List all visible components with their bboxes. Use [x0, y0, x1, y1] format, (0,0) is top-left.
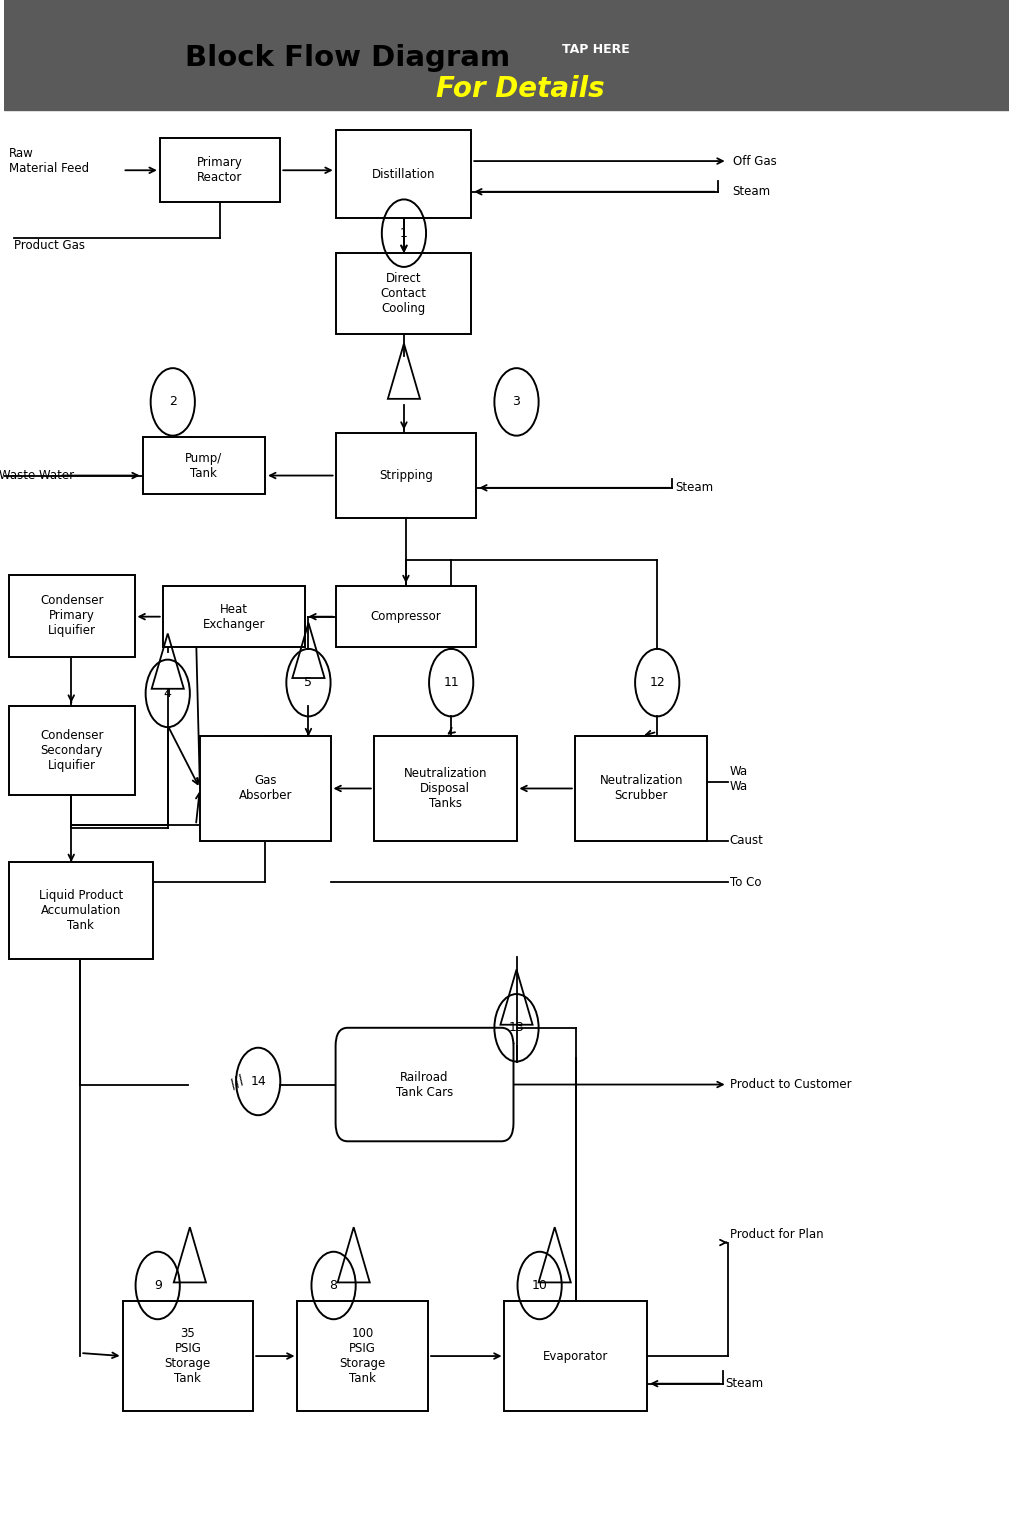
Text: ///: /// — [228, 1072, 246, 1091]
Bar — [122, 1301, 253, 1411]
Text: Steam: Steam — [675, 482, 713, 494]
Text: 14: 14 — [250, 1075, 266, 1088]
Text: Caust: Caust — [730, 834, 764, 847]
Text: TAP HERE: TAP HERE — [562, 43, 630, 55]
Bar — [4, 0, 1009, 110]
Text: Product to Customer: Product to Customer — [730, 1078, 852, 1091]
Text: 11: 11 — [443, 676, 459, 689]
Text: 8: 8 — [330, 1279, 338, 1292]
Text: Neutralization
Scrubber: Neutralization Scrubber — [599, 775, 683, 802]
Text: Wa
Wa: Wa Wa — [730, 765, 748, 793]
Text: Condenser
Secondary
Liquifier: Condenser Secondary Liquifier — [40, 729, 104, 772]
Text: Product Gas: Product Gas — [14, 239, 85, 252]
Text: Stripping: Stripping — [379, 469, 433, 482]
Text: 2: 2 — [169, 396, 177, 408]
Text: To Co: To Co — [730, 876, 761, 888]
Text: Product for Plan: Product for Plan — [730, 1229, 823, 1241]
Text: Gas
Absorber: Gas Absorber — [238, 775, 292, 802]
Text: Off Gas: Off Gas — [733, 155, 776, 167]
Text: 5: 5 — [305, 676, 313, 689]
Text: Compressor: Compressor — [370, 611, 441, 623]
Text: Steam: Steam — [725, 1378, 764, 1390]
Text: Railroad
Tank Cars: Railroad Tank Cars — [396, 1071, 453, 1098]
Text: Steam: Steam — [733, 186, 771, 198]
Text: Distillation: Distillation — [371, 167, 435, 181]
Bar — [336, 130, 471, 218]
Bar — [575, 736, 707, 841]
Text: Liquid Product
Accumulation
Tank: Liquid Product Accumulation Tank — [38, 888, 123, 933]
Text: Pump/
Tank: Pump/ Tank — [186, 451, 223, 480]
Text: Neutralization
Disposal
Tanks: Neutralization Disposal Tanks — [404, 767, 487, 810]
Bar — [159, 138, 281, 202]
Bar — [336, 586, 476, 647]
Bar — [504, 1301, 647, 1411]
Text: 4: 4 — [163, 687, 172, 700]
FancyBboxPatch shape — [336, 1028, 514, 1141]
Text: Primary
Reactor: Primary Reactor — [197, 156, 243, 184]
Bar — [142, 437, 265, 494]
Text: Raw
Material Feed: Raw Material Feed — [9, 147, 89, 175]
Text: Waste Water: Waste Water — [0, 469, 74, 482]
Bar — [298, 1301, 428, 1411]
Bar — [9, 706, 134, 795]
Text: 3: 3 — [513, 396, 521, 408]
Text: 1: 1 — [400, 227, 408, 239]
Text: 100
PSIG
Storage
Tank: 100 PSIG Storage Tank — [340, 1327, 385, 1385]
Text: 13: 13 — [509, 1022, 525, 1034]
Bar — [9, 575, 134, 657]
Text: Block Flow Diagram: Block Flow Diagram — [185, 44, 510, 72]
Bar — [373, 736, 517, 841]
Bar — [200, 736, 331, 841]
Bar — [162, 586, 306, 647]
Text: Evaporator: Evaporator — [543, 1350, 608, 1362]
Text: Heat
Exchanger: Heat Exchanger — [203, 603, 265, 630]
Text: Condenser
Primary
Liquifier: Condenser Primary Liquifier — [40, 594, 104, 638]
Text: 9: 9 — [153, 1279, 161, 1292]
Bar — [336, 433, 476, 518]
Text: 10: 10 — [532, 1279, 548, 1292]
Bar — [9, 862, 152, 959]
Text: 35
PSIG
Storage
Tank: 35 PSIG Storage Tank — [164, 1327, 211, 1385]
Bar — [336, 253, 471, 334]
Text: 12: 12 — [650, 676, 665, 689]
Text: For Details: For Details — [436, 75, 604, 103]
Text: Direct
Contact
Cooling: Direct Contact Cooling — [380, 272, 427, 316]
